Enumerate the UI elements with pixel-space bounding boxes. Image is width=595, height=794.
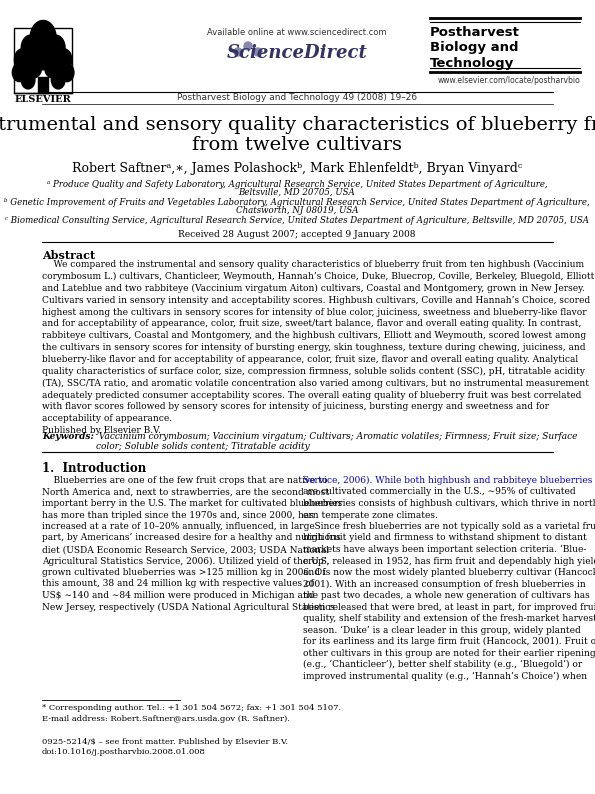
Text: Since fresh blueberries are not typically sold as a varietal fruit,: Since fresh blueberries are not typicall… [303,522,595,531]
Text: Keywords:: Keywords: [42,432,94,441]
Text: US$ ∼140 and ∼84 million were produced in Michigan and: US$ ∼140 and ∼84 million were produced i… [42,591,315,600]
Text: Abstract: Abstract [42,250,95,261]
Text: quality, shelf stability and extension of the fresh-market harvest: quality, shelf stability and extension o… [303,614,595,623]
Text: the past two decades, a whole new generation of cultivars has: the past two decades, a whole new genera… [303,591,590,600]
Circle shape [21,35,40,60]
Text: 0925-5214/$ – see front matter. Published by Elsevier B.V.: 0925-5214/$ – see front matter. Publishe… [42,738,288,746]
Text: and is now the most widely planted blueberry cultivar (Hancock,: and is now the most widely planted blueb… [303,568,595,577]
Text: Available online at www.sciencedirect.com: Available online at www.sciencedirect.co… [207,28,387,37]
Text: www.elsevier.com/locate/postharvbio: www.elsevier.com/locate/postharvbio [437,76,580,85]
Text: Chatsworth, NJ 08019, USA: Chatsworth, NJ 08019, USA [236,206,358,215]
Text: ScienceDirect: ScienceDirect [227,44,368,62]
Text: Received 28 August 2007; accepted 9 January 2008: Received 28 August 2007; accepted 9 Janu… [178,230,416,239]
Bar [14,28,72,94]
Text: Agricultural Statistics Service, 2006). Utilized yield of the U.S.: Agricultural Statistics Service, 2006). … [42,557,330,565]
Text: 1.  Introduction: 1. Introduction [42,462,146,475]
Text: grown cultivated blueberries was >125 million kg in 2006. Of: grown cultivated blueberries was >125 mi… [42,568,325,577]
Circle shape [26,56,42,78]
Text: ern temperate zone climates.: ern temperate zone climates. [303,511,438,519]
Text: from twelve cultivars: from twelve cultivars [192,136,402,154]
Text: (e.g., ‘Chanticleer’), better shelf stability (e.g., ‘Bluegold’) or: (e.g., ‘Chanticleer’), better shelf stab… [303,660,583,669]
Text: crop’, released in 1952, has firm fruit and dependably high yields: crop’, released in 1952, has firm fruit … [303,557,595,565]
Text: Instrumental and sensory quality characteristics of blueberry fruit: Instrumental and sensory quality charact… [0,116,595,134]
Text: has more than tripled since the 1970s and, since 2000, has: has more than tripled since the 1970s an… [42,511,314,519]
Circle shape [60,64,74,82]
Text: markets have always been important selection criteria. ‘Blue-: markets have always been important selec… [303,545,587,554]
Text: We compared the instrumental and sensory quality characteristics of blueberry fr: We compared the instrumental and sensory… [42,260,594,435]
Bar [38,77,48,94]
Text: Vaccinium corymbosum; Vaccinium virgatum; Cultivars; Aromatic volatiles; Firmnes: Vaccinium corymbosum; Vaccinium virgatum… [96,432,578,452]
Circle shape [45,56,61,78]
Text: New Jersey, respectively (USDA National Agricultural Statistics: New Jersey, respectively (USDA National … [42,603,335,611]
Text: Beltsville, MD 20705, USA: Beltsville, MD 20705, USA [239,188,355,197]
Text: diet (USDA Economic Research Service, 2003; USDA National: diet (USDA Economic Research Service, 20… [42,545,329,554]
Text: 2001). With an increased consumption of fresh blueberries in: 2001). With an increased consumption of … [303,580,585,588]
Circle shape [12,64,26,82]
Text: * Corresponding author. Tel.: +1 301 504 5672; fax: +1 301 504 5107.: * Corresponding author. Tel.: +1 301 504… [42,704,341,712]
Circle shape [46,35,65,60]
Text: part, by Americans’ increased desire for a healthy and nutritious: part, by Americans’ increased desire for… [42,534,340,542]
Circle shape [244,42,252,50]
Circle shape [51,71,65,89]
Text: important berry in the U.S. The market for cultivated blueberries: important berry in the U.S. The market f… [42,499,342,508]
Text: Blueberries are one of the few fruit crops that are native to: Blueberries are one of the few fruit cro… [42,476,327,485]
Text: ᶜ Biomedical Consulting Service, Agricultural Research Service, United States De: ᶜ Biomedical Consulting Service, Agricul… [5,216,589,225]
Text: ELSEVIER: ELSEVIER [15,94,71,103]
Text: Service, 2006). While both highbush and rabbiteye blueberries: Service, 2006). While both highbush and … [303,476,593,485]
Circle shape [234,48,242,56]
Circle shape [30,21,56,55]
Circle shape [55,48,72,71]
Circle shape [14,48,31,71]
Text: are cultivated commercially in the U.S., ∼95% of cultivated: are cultivated commercially in the U.S.,… [303,488,575,496]
Text: Postharvest
Biology and
Technology: Postharvest Biology and Technology [430,26,520,70]
Circle shape [254,48,262,56]
Circle shape [32,40,54,70]
Text: E-mail address: Robert.Saftner@ars.usda.gov (R. Saftner).: E-mail address: Robert.Saftner@ars.usda.… [42,715,290,723]
Text: this amount, 38 and 24 million kg with respective values of: this amount, 38 and 24 million kg with r… [42,580,314,588]
Text: blueberries consists of highbush cultivars, which thrive in north-: blueberries consists of highbush cultiva… [303,499,595,508]
Text: high fruit yield and firmness to withstand shipment to distant: high fruit yield and firmness to withsta… [303,534,587,542]
Text: ᵃ Produce Quality and Safety Laboratory, Agricultural Research Service, United S: ᵃ Produce Quality and Safety Laboratory,… [46,180,547,189]
Text: increased at a rate of 10–20% annually, influenced, in large: increased at a rate of 10–20% annually, … [42,522,315,531]
Text: doi:10.1016/j.postharvbio.2008.01.008: doi:10.1016/j.postharvbio.2008.01.008 [42,748,206,756]
Text: improved instrumental quality (e.g., ‘Hannah’s Choice’) when: improved instrumental quality (e.g., ‘Ha… [303,672,587,680]
Text: other cultivars in this group are noted for their earlier ripening: other cultivars in this group are noted … [303,649,595,657]
Text: for its earliness and its large firm fruit (Hancock, 2001). Fruit of: for its earliness and its large firm fru… [303,637,595,646]
Text: Postharvest Biology and Technology 49 (2008) 19–26: Postharvest Biology and Technology 49 (2… [177,93,417,102]
Text: season. ‘Duke’ is a clear leader in this group, widely planted: season. ‘Duke’ is a clear leader in this… [303,626,581,635]
Text: Robert Saftnerᵃ,∗, James Polashockᵇ, Mark Ehlenfeldtᵇ, Bryan Vinyardᶜ: Robert Saftnerᵃ,∗, James Polashockᵇ, Mar… [72,162,522,175]
Text: ᵇ Genetic Improvement of Fruits and Vegetables Laboratory, Agricultural Research: ᵇ Genetic Improvement of Fruits and Vege… [4,198,590,207]
Circle shape [21,71,35,89]
Text: been released that were bred, at least in part, for improved fruit: been released that were bred, at least i… [303,603,595,611]
Text: North America and, next to strawberries, are the second most: North America and, next to strawberries,… [42,488,329,496]
